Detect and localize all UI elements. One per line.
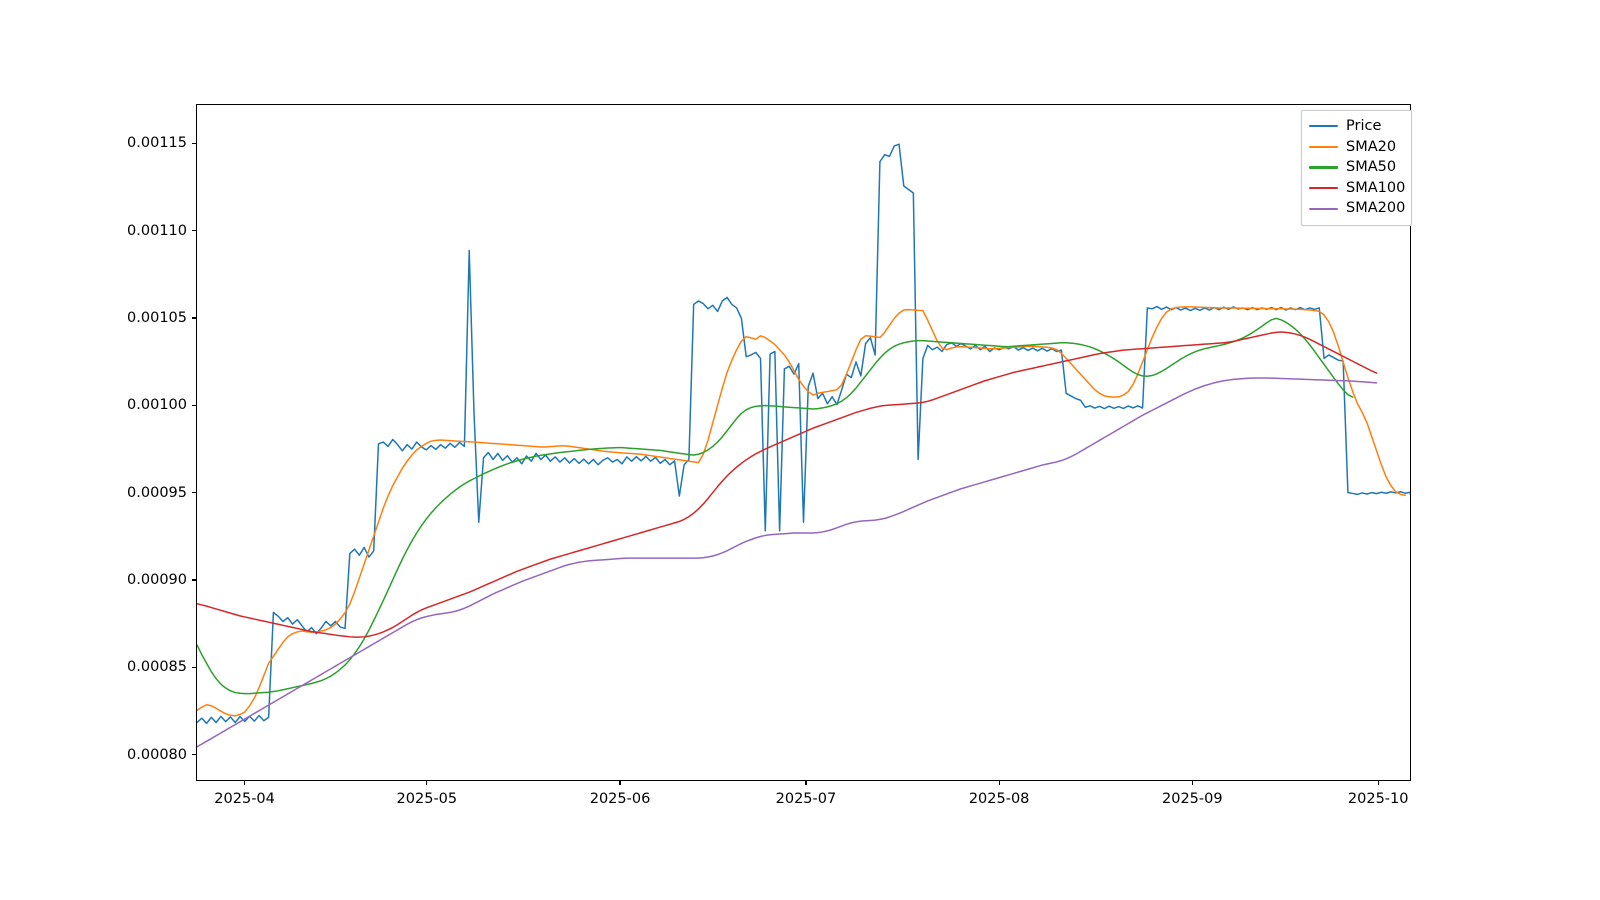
x-tick-label: 2025-08 bbox=[968, 791, 1030, 807]
series-line-sma100 bbox=[197, 332, 1377, 637]
x-tick-label: 2025-05 bbox=[396, 791, 458, 807]
y-tick-mark bbox=[191, 666, 196, 669]
y-tick-mark bbox=[191, 492, 196, 494]
y-tick-label: 0.00090 bbox=[127, 572, 187, 589]
legend-label: SMA20 bbox=[1346, 138, 1397, 155]
series-line-sma50 bbox=[197, 318, 1353, 693]
legend-item-sma20: SMA20 bbox=[1309, 137, 1404, 158]
series-line-sma200 bbox=[197, 378, 1377, 747]
y-tick-label: 0.00100 bbox=[127, 397, 187, 414]
y-tick-label: 0.00105 bbox=[127, 310, 187, 327]
legend-swatch-sma20 bbox=[1309, 145, 1338, 148]
x-tick-mark bbox=[805, 781, 807, 786]
legend-swatch-price bbox=[1309, 125, 1338, 128]
y-tick-mark bbox=[191, 317, 196, 319]
y-tick-mark bbox=[191, 754, 196, 756]
x-tick-mark bbox=[619, 781, 621, 786]
y-tick-mark bbox=[191, 230, 196, 232]
y-tick-label: 0.00110 bbox=[127, 222, 187, 239]
y-tick-mark bbox=[191, 404, 196, 406]
legend-swatch-sma100 bbox=[1309, 186, 1338, 190]
x-tick-mark bbox=[244, 781, 246, 786]
x-tick-label: 2025-06 bbox=[589, 791, 651, 807]
plot-area bbox=[196, 104, 1411, 781]
legend-item-sma100: SMA100 bbox=[1309, 178, 1406, 199]
y-tick-label: 0.00085 bbox=[127, 659, 187, 676]
series-line-sma20 bbox=[197, 307, 1405, 716]
x-tick-label: 2025-07 bbox=[775, 791, 837, 807]
series-line-price bbox=[197, 144, 1410, 723]
legend-item-price: Price bbox=[1309, 116, 1404, 137]
x-tick-mark bbox=[1191, 781, 1193, 786]
x-tick-label: 2025-09 bbox=[1162, 791, 1223, 807]
y-tick-mark bbox=[191, 142, 196, 144]
legend-item-sma50: SMA50 bbox=[1309, 157, 1404, 178]
x-tick-label: 2025-10 bbox=[1347, 791, 1409, 807]
legend-label: SMA100 bbox=[1346, 179, 1406, 196]
chart-lines-svg bbox=[197, 105, 1410, 780]
legend-swatch-sma200 bbox=[1309, 207, 1338, 210]
legend-swatch-sma50 bbox=[1309, 166, 1338, 169]
chart-legend: Price SMA20 SMA50 SMA100 SMA200 bbox=[1301, 110, 1412, 226]
y-tick-label: 0.00115 bbox=[127, 135, 187, 152]
x-tick-mark bbox=[998, 781, 1000, 786]
y-tick-mark bbox=[191, 579, 196, 581]
y-tick-label: 0.00080 bbox=[127, 746, 187, 763]
legend-label: SMA50 bbox=[1346, 159, 1397, 176]
y-tick-label: 0.00095 bbox=[127, 484, 187, 501]
legend-item-sma200: SMA200 bbox=[1309, 198, 1406, 219]
legend-label: SMA200 bbox=[1346, 200, 1406, 217]
legend-label: Price bbox=[1346, 118, 1382, 135]
x-tick-mark bbox=[1377, 781, 1379, 786]
x-tick-label: 2025-04 bbox=[214, 791, 275, 807]
x-tick-mark bbox=[426, 781, 428, 786]
